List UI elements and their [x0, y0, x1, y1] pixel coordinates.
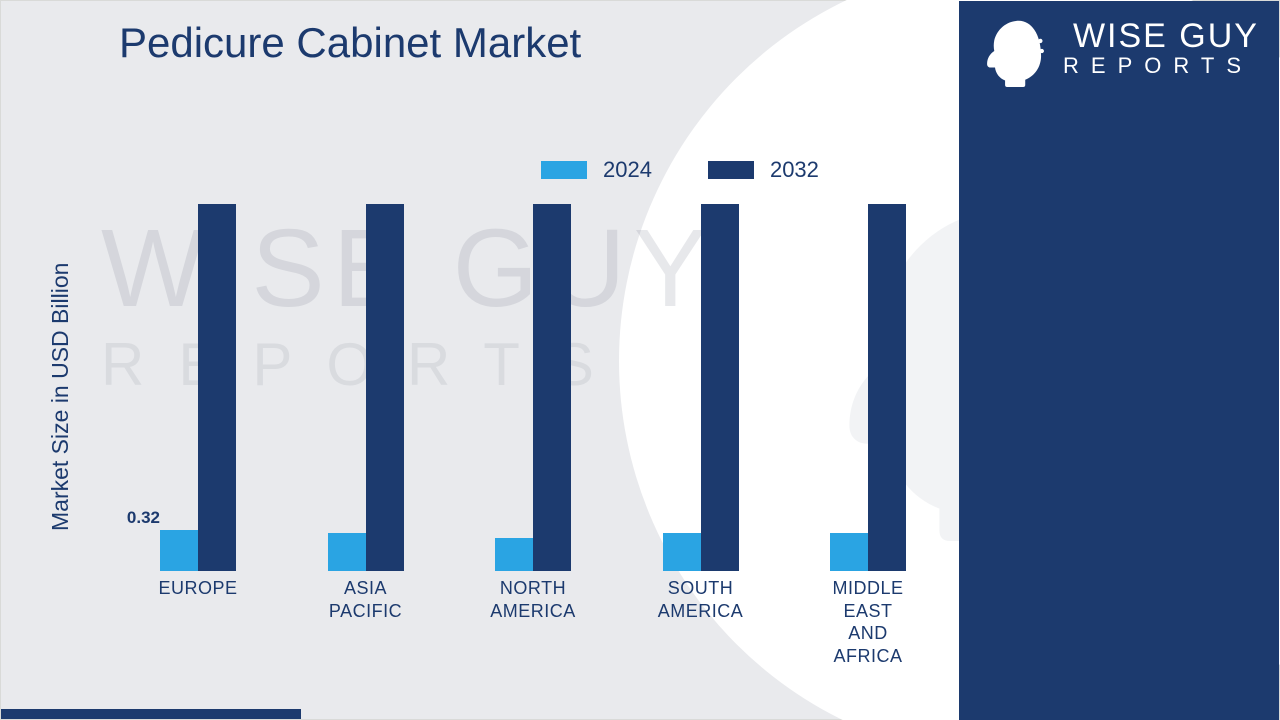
- bar-2024-wrap: [663, 533, 701, 571]
- bar-2024: [663, 533, 701, 571]
- bar-group: [458, 191, 608, 571]
- bar-2032: [701, 204, 739, 571]
- bar-value-label: 0.32: [127, 508, 160, 528]
- legend-swatch-2024: [541, 161, 587, 179]
- x-axis-labels: EUROPEASIAPACIFICNORTHAMERICASOUTHAMERIC…: [123, 577, 943, 667]
- bar-group: 0.32: [123, 191, 273, 571]
- bar-pair: [328, 191, 404, 571]
- bar-groups: 0.32: [123, 191, 943, 571]
- bar-2024-wrap: [830, 533, 868, 571]
- chart-title: Pedicure Cabinet Market: [119, 19, 581, 67]
- legend-item-2024: 2024: [541, 157, 652, 183]
- bar-pair: [495, 191, 571, 571]
- bar-2024-wrap: 0.32: [160, 530, 198, 571]
- brand-line2: REPORTS: [1063, 55, 1259, 77]
- x-axis-label: SOUTHAMERICA: [626, 577, 776, 667]
- legend-label-2032: 2032: [770, 157, 819, 183]
- bar-2024-wrap: [495, 538, 533, 571]
- x-axis-label: MIDDLEEASTANDAFRICA: [793, 577, 943, 667]
- bar-2032: [868, 204, 906, 571]
- bar-group: [626, 191, 776, 571]
- bar-2024: [495, 538, 533, 571]
- x-axis-label: NORTHAMERICA: [458, 577, 608, 667]
- legend-item-2032: 2032: [708, 157, 819, 183]
- bar-group: [793, 191, 943, 571]
- y-axis-label: Market Size in USD Billion: [47, 263, 74, 531]
- bar-pair: 0.32: [160, 191, 236, 571]
- bar-2024: [830, 533, 868, 571]
- brand-line1: WISE GUY: [1063, 19, 1259, 53]
- brand-logo: WISE GUY REPORTS: [1063, 19, 1259, 77]
- legend-swatch-2032: [708, 161, 754, 179]
- chart-canvas: WISE GUY REPORTS WISE GUY REPORTS Pedicu…: [0, 0, 1280, 720]
- bar-2024: [328, 533, 366, 571]
- footer-accent-bar: [1, 709, 301, 719]
- x-axis-label: EUROPE: [123, 577, 273, 667]
- bar-pair: [830, 191, 906, 571]
- right-brand-band: [959, 1, 1279, 720]
- bar-2032: [533, 204, 571, 571]
- bar-2032: [198, 204, 236, 571]
- bar-group: [291, 191, 441, 571]
- legend-label-2024: 2024: [603, 157, 652, 183]
- bar-pair: [663, 191, 739, 571]
- brand-head-icon: [977, 15, 1049, 87]
- legend: 2024 2032: [541, 157, 819, 183]
- bar-2024: [160, 530, 198, 571]
- bar-2032: [366, 204, 404, 571]
- x-axis-label: ASIAPACIFIC: [291, 577, 441, 667]
- bar-2024-wrap: [328, 533, 366, 571]
